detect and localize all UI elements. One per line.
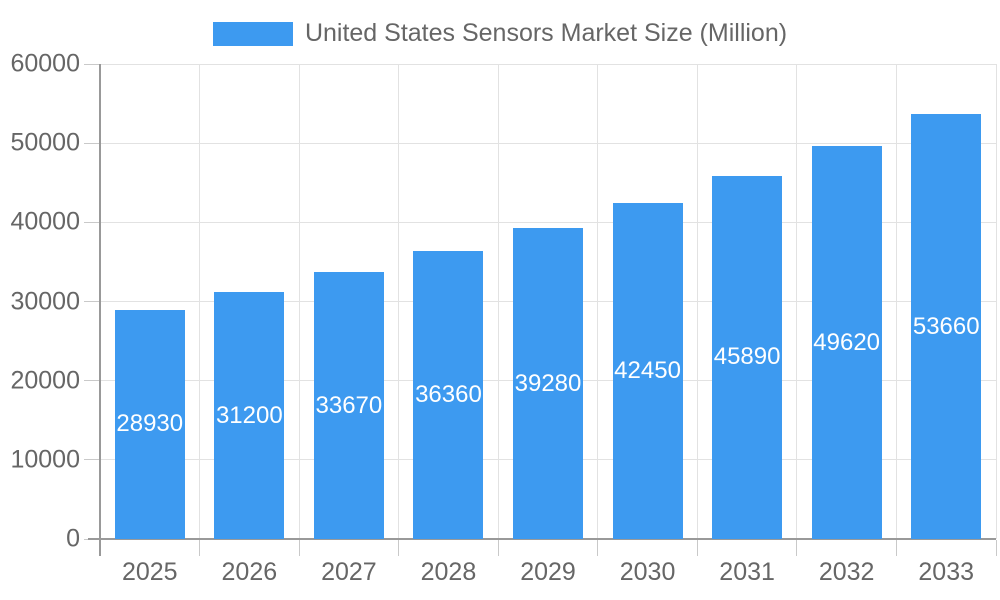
y-axis-line bbox=[99, 64, 101, 556]
bar-value-label: 42450 bbox=[614, 356, 681, 384]
bar-value-label: 33670 bbox=[315, 391, 383, 419]
x-axis-label: 2029 bbox=[520, 558, 576, 586]
y-gridline bbox=[100, 63, 996, 65]
x-axis-line bbox=[88, 538, 996, 540]
y-axis-label: 50000 bbox=[10, 128, 80, 157]
y-axis-tick bbox=[84, 459, 100, 461]
y-axis-label: 40000 bbox=[10, 207, 80, 236]
y-axis-label: 60000 bbox=[10, 49, 80, 78]
x-gridline bbox=[398, 64, 400, 539]
x-gridline bbox=[895, 64, 897, 539]
bar[interactable] bbox=[911, 114, 982, 539]
x-axis-label: 2033 bbox=[918, 558, 975, 586]
bar[interactable] bbox=[513, 228, 583, 539]
y-axis-tick bbox=[84, 301, 100, 302]
y-axis-tick bbox=[84, 221, 100, 223]
x-axis-label: 2025 bbox=[121, 558, 178, 586]
y-axis-label: 10000 bbox=[10, 445, 80, 474]
x-gridline bbox=[199, 64, 201, 539]
bar-value-label: 39280 bbox=[514, 369, 582, 397]
y-axis-tick bbox=[84, 380, 100, 382]
bar-value-label: 28930 bbox=[116, 410, 184, 438]
bar[interactable] bbox=[114, 309, 185, 539]
bar[interactable] bbox=[214, 292, 285, 539]
x-gridline bbox=[298, 64, 300, 539]
x-axis-label: 2032 bbox=[818, 558, 875, 586]
x-gridline bbox=[796, 64, 798, 539]
legend-swatch[interactable] bbox=[212, 21, 293, 46]
y-axis-tick bbox=[84, 142, 100, 144]
x-axis-label: 2026 bbox=[221, 558, 278, 586]
y-axis-label: 30000 bbox=[10, 287, 80, 315]
legend-label: United States Sensors Market Size (Milli… bbox=[304, 19, 788, 47]
legend[interactable]: United States Sensors Market Size (Milli… bbox=[0, 19, 1000, 48]
x-axis-label: 2027 bbox=[321, 558, 377, 586]
y-axis-label: 20000 bbox=[10, 366, 80, 395]
bar-value-label: 31200 bbox=[215, 401, 283, 429]
x-axis-tick bbox=[398, 540, 400, 556]
bar-value-label: 49620 bbox=[813, 328, 881, 356]
bar[interactable] bbox=[811, 146, 882, 539]
x-axis-label: 2028 bbox=[420, 558, 477, 586]
y-axis-label: 0 bbox=[66, 524, 80, 553]
x-axis-tick bbox=[298, 540, 300, 556]
x-axis-label: 2030 bbox=[619, 558, 676, 586]
bar-value-label: 36360 bbox=[415, 381, 482, 409]
x-axis-tick bbox=[895, 540, 897, 556]
x-axis-tick bbox=[199, 540, 201, 556]
x-gridline bbox=[497, 64, 499, 539]
x-axis-label: 2031 bbox=[719, 558, 775, 586]
x-axis-tick bbox=[597, 540, 599, 556]
x-axis-tick bbox=[696, 540, 698, 556]
x-gridline bbox=[995, 64, 997, 539]
y-gridline bbox=[100, 142, 996, 144]
x-axis-tick bbox=[497, 540, 499, 556]
bar[interactable] bbox=[612, 202, 683, 539]
x-axis-tick bbox=[796, 540, 798, 556]
bar-value-label: 45890 bbox=[713, 343, 781, 371]
x-gridline bbox=[696, 64, 698, 539]
y-gridline bbox=[100, 221, 996, 223]
x-gridline bbox=[597, 64, 599, 539]
x-axis-tick bbox=[995, 540, 997, 556]
bar[interactable] bbox=[413, 251, 484, 539]
bar-value-label: 53660 bbox=[912, 312, 980, 340]
bar[interactable] bbox=[313, 272, 384, 539]
y-axis-tick bbox=[84, 63, 100, 65]
bar[interactable] bbox=[712, 175, 783, 539]
